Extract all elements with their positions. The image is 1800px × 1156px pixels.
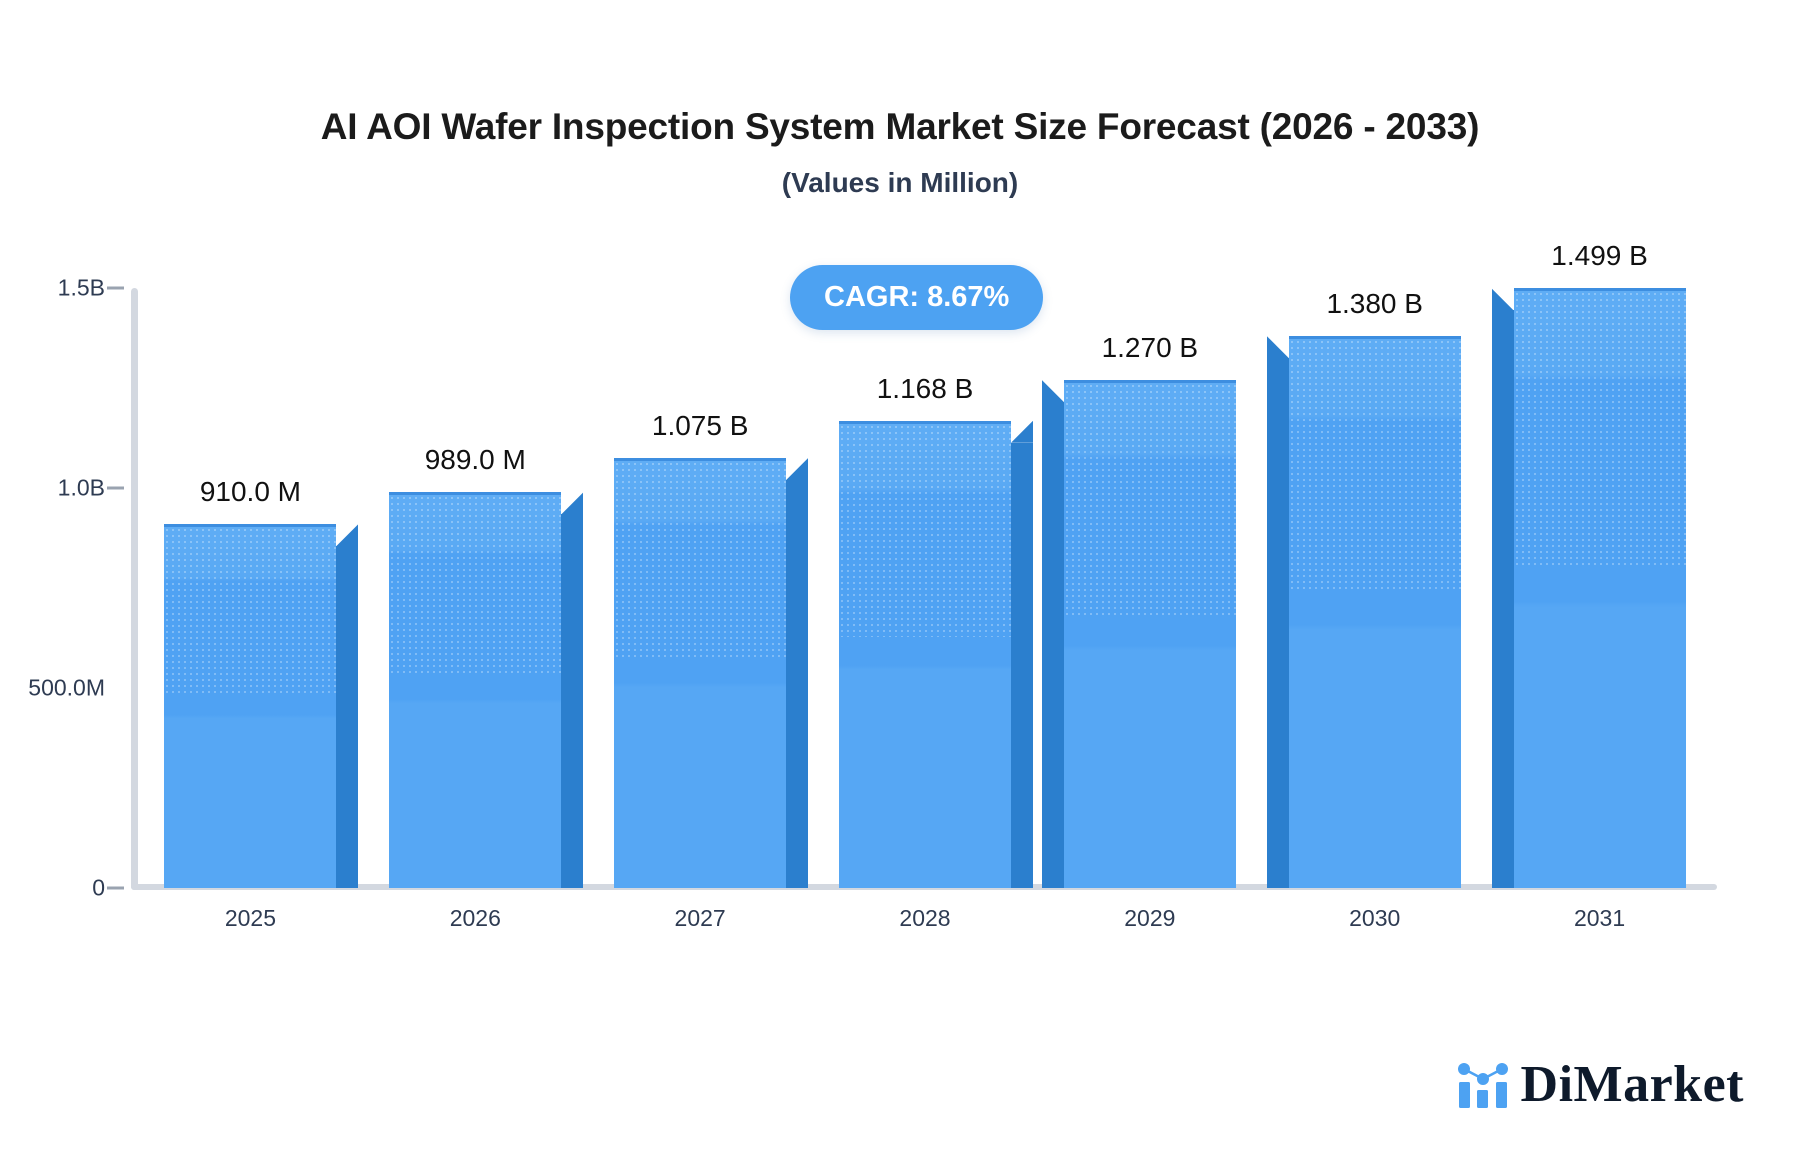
x-axis-label: 2026 [449,905,501,931]
bar-2029[interactable]: 1.270 B [1041,332,1236,888]
bar-value-label: 1.380 B [1326,288,1423,319]
x-axis-label: 2031 [1573,905,1626,931]
bar-top-bevel [336,524,359,546]
bar-top-bevel [561,492,584,515]
bar-chart-icon [1457,1062,1508,1108]
bar-value-label: 989.0 M [424,444,526,476]
bar-2026[interactable]: 989.0 M [389,444,584,888]
bar-front-face [1513,288,1686,888]
bar-side-face [336,546,359,888]
x-axis-label: 2025 [224,905,277,931]
x-axis-label: 2029 [1124,905,1176,931]
y-axis-label: 1.0B [57,474,105,501]
bar-2028[interactable]: 1.168 B [839,373,1033,888]
bar-top-bevel [786,458,809,480]
y-axis-tick-mark [107,886,124,890]
bar-value-label: 1.168 B [876,372,974,404]
x-axis-label: 2028 [899,905,951,931]
x-axis-label: 2027 [674,905,726,931]
bar-value-label: 910.0 M [199,476,301,507]
bar-front-face [839,420,1011,888]
chart-subtitle: (Values in Million) [781,166,1019,198]
title-block: AI AOI Wafer Inspection System Market Si… [0,106,1800,199]
bar-front-face [1288,336,1461,888]
bar-value-label: 1.075 B [651,410,749,441]
bar-top-bevel [1266,336,1289,358]
y-axis-line [131,288,138,890]
logo-text: DiMarket [1520,1056,1744,1113]
bar-2027[interactable]: 1.075 B [614,410,809,888]
bar-side-face [561,514,584,888]
page-title: AI AOI Wafer Inspection System Market Si… [320,106,1480,147]
brand-logo: DiMarket [1455,1055,1744,1114]
bar-top-bevel [1041,380,1064,402]
bar-side-face [1041,402,1064,888]
y-axis-label: 500.0M [28,674,105,701]
bar-side-face [1491,310,1514,888]
bar-top-bevel [1011,420,1033,443]
bar-2030[interactable]: 1.380 B [1266,288,1461,888]
y-axis-tick-mark [107,486,124,490]
bar-front-face [1063,380,1236,888]
bar-front-face [164,524,337,888]
bar-side-face [1266,358,1289,888]
bar-top-bevel [1491,288,1514,311]
y-axis-label: 1.5B [57,274,105,301]
bar-2031[interactable]: 1.499 B [1491,240,1686,888]
bar-value-label: 1.270 B [1101,332,1199,363]
y-axis-label: 0 [92,874,105,901]
bar-side-face [1011,442,1033,888]
cagr-badge: CAGR: 8.67% [790,265,1044,330]
x-axis-label: 2030 [1349,905,1401,931]
bar-front-face [389,492,562,888]
bar-front-face [614,458,787,888]
y-axis-tick-mark [107,286,124,290]
bar-side-face [786,480,809,888]
bar-2025[interactable]: 910.0 M [164,476,359,888]
bar-value-label: 1.499 B [1551,240,1648,272]
